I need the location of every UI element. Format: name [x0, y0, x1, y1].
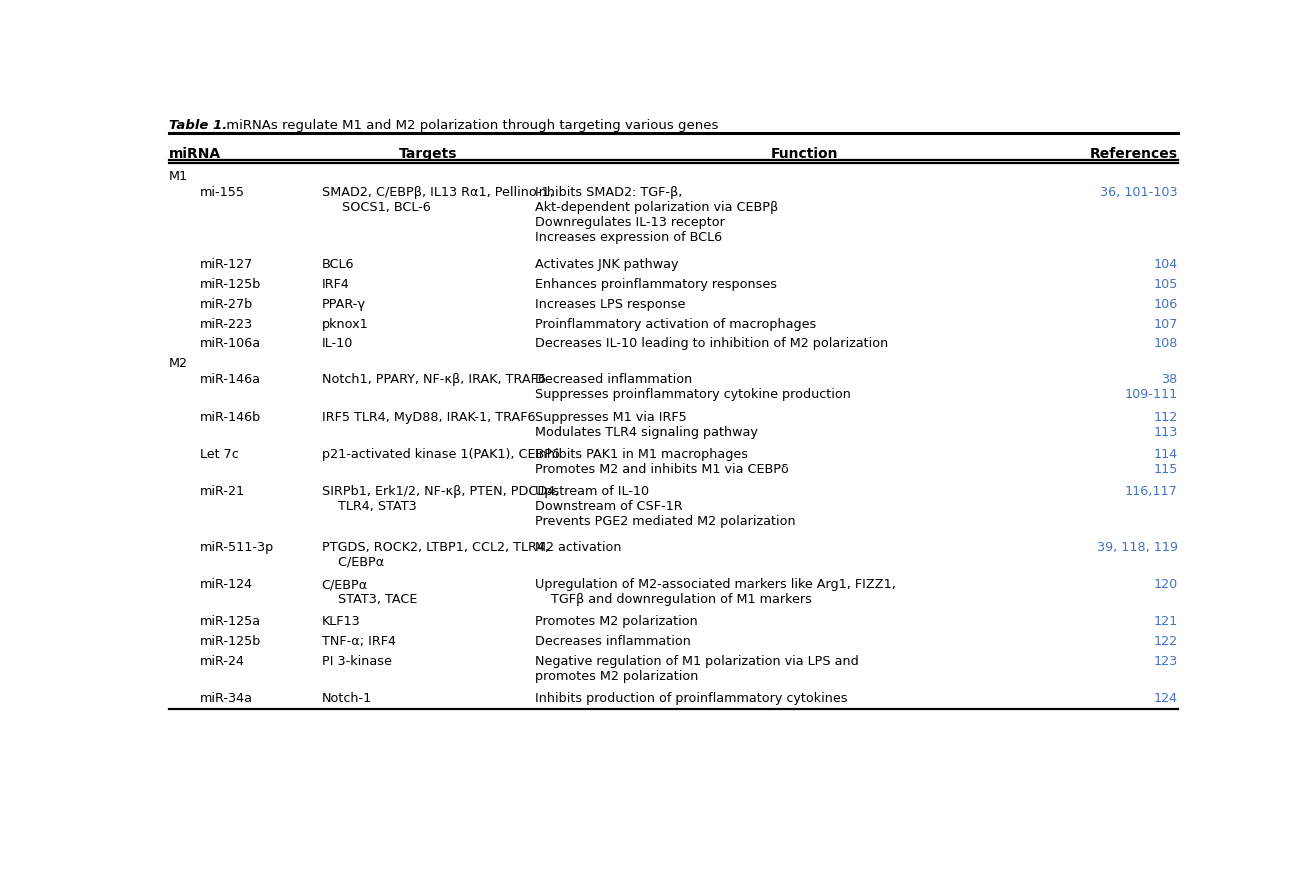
Text: C/EBPα
    STAT3, TACE: C/EBPα STAT3, TACE	[321, 577, 417, 605]
Text: Activates JNK pathway: Activates JNK pathway	[535, 258, 678, 271]
Text: 112
113: 112 113	[1153, 410, 1178, 438]
Text: 108: 108	[1153, 337, 1178, 350]
Text: miR-27b: miR-27b	[199, 297, 253, 310]
Text: 38
109-111: 38 109-111	[1124, 373, 1178, 401]
Text: Function: Function	[771, 147, 838, 161]
Text: Increases LPS response: Increases LPS response	[535, 297, 685, 310]
Text: 107: 107	[1153, 317, 1178, 331]
Text: PTGDS, ROCK2, LTBP1, CCL2, TLR4,
    C/EBPα: PTGDS, ROCK2, LTBP1, CCL2, TLR4, C/EBPα	[321, 540, 548, 568]
Text: miR-146b: miR-146b	[199, 410, 261, 423]
Text: SMAD2, C/EBPβ, IL13 Rα1, Pellino-1,
     SOCS1, BCL-6: SMAD2, C/EBPβ, IL13 Rα1, Pellino-1, SOCS…	[321, 185, 554, 213]
Text: miRNAs regulate M1 and M2 polarization through targeting various genes: miRNAs regulate M1 and M2 polarization t…	[222, 118, 719, 132]
Text: 122: 122	[1153, 634, 1178, 647]
Text: Notch1, PPARY, NF-κβ, IRAK, TRAF6: Notch1, PPARY, NF-κβ, IRAK, TRAF6	[321, 373, 546, 386]
Text: M2: M2	[169, 357, 188, 370]
Text: Inhibits production of proinflammatory cytokines: Inhibits production of proinflammatory c…	[535, 692, 848, 704]
Text: Upstream of IL-10
Downstream of CSF-1R
Prevents PGE2 mediated M2 polarization: Upstream of IL-10 Downstream of CSF-1R P…	[535, 485, 796, 528]
Text: miR-223: miR-223	[199, 317, 253, 331]
Text: M2 activation: M2 activation	[535, 540, 622, 553]
Text: miR-106a: miR-106a	[199, 337, 261, 350]
Text: miR-21: miR-21	[199, 485, 245, 498]
Text: 39, 118, 119: 39, 118, 119	[1097, 540, 1178, 553]
Text: miR-127: miR-127	[199, 258, 253, 271]
Text: References: References	[1090, 147, 1178, 161]
Text: 105: 105	[1153, 278, 1178, 291]
Text: 121: 121	[1153, 615, 1178, 628]
Text: Inhibits PAK1 in M1 macrophages
Promotes M2 and inhibits M1 via CEBPδ: Inhibits PAK1 in M1 macrophages Promotes…	[535, 447, 789, 475]
Text: 123: 123	[1153, 654, 1178, 667]
Text: Inhibits SMAD2: TGF-β,
Akt-dependent polarization via CEBPβ
Downregulates IL-13 : Inhibits SMAD2: TGF-β, Akt-dependent pol…	[535, 185, 778, 243]
Text: Upregulation of M2-associated markers like Arg1, FIZZ1,
    TGFβ and downregulat: Upregulation of M2-associated markers li…	[535, 577, 896, 605]
Text: TNF-α; IRF4: TNF-α; IRF4	[321, 634, 396, 647]
Text: 106: 106	[1153, 297, 1178, 310]
Text: miR-125b: miR-125b	[199, 278, 261, 291]
Text: Notch-1: Notch-1	[321, 692, 371, 704]
Text: PI 3-kinase: PI 3-kinase	[321, 654, 391, 667]
Text: 124: 124	[1153, 692, 1178, 704]
Text: M1: M1	[169, 169, 188, 182]
Text: SIRPb1, Erk1/2, NF-κβ, PTEN, PDCD4,
    TLR4, STAT3: SIRPb1, Erk1/2, NF-κβ, PTEN, PDCD4, TLR4…	[321, 485, 559, 513]
Text: Table 1.: Table 1.	[169, 118, 227, 132]
Text: 116,117: 116,117	[1124, 485, 1178, 498]
Text: mi-155: mi-155	[199, 185, 244, 198]
Text: miR-125b: miR-125b	[199, 634, 261, 647]
Text: miR-146a: miR-146a	[199, 373, 261, 386]
Text: Decreases inflammation: Decreases inflammation	[535, 634, 691, 647]
Text: 114
115: 114 115	[1153, 447, 1178, 475]
Text: IL-10: IL-10	[321, 337, 353, 350]
Text: 36, 101-103: 36, 101-103	[1101, 185, 1178, 198]
Text: BCL6: BCL6	[321, 258, 354, 271]
Text: 104: 104	[1153, 258, 1178, 271]
Text: p21-activated kinase 1(PAK1), CEBPδ: p21-activated kinase 1(PAK1), CEBPδ	[321, 447, 559, 460]
Text: Enhances proinflammatory responses: Enhances proinflammatory responses	[535, 278, 777, 291]
Text: Suppresses M1 via IRF5
Modulates TLR4 signaling pathway: Suppresses M1 via IRF5 Modulates TLR4 si…	[535, 410, 758, 438]
Text: Negative regulation of M1 polarization via LPS and
promotes M2 polarization: Negative regulation of M1 polarization v…	[535, 654, 859, 682]
Text: miRNA: miRNA	[169, 147, 222, 161]
Text: miR-125a: miR-125a	[199, 615, 261, 628]
Text: Promotes M2 polarization: Promotes M2 polarization	[535, 615, 698, 628]
Text: Decreased inflammation
Suppresses proinflammatory cytokine production: Decreased inflammation Suppresses proinf…	[535, 373, 851, 401]
Text: IRF5 TLR4, MyD88, IRAK-1, TRAF6: IRF5 TLR4, MyD88, IRAK-1, TRAF6	[321, 410, 535, 423]
Text: KLF13: KLF13	[321, 615, 361, 628]
Text: 120: 120	[1153, 577, 1178, 590]
Text: IRF4: IRF4	[321, 278, 349, 291]
Text: miR-24: miR-24	[199, 654, 244, 667]
Text: Proinflammatory activation of macrophages: Proinflammatory activation of macrophage…	[535, 317, 816, 331]
Text: PPAR-γ: PPAR-γ	[321, 297, 366, 310]
Text: miR-34a: miR-34a	[199, 692, 253, 704]
Text: miR-511-3p: miR-511-3p	[199, 540, 274, 553]
Text: Let 7c: Let 7c	[199, 447, 239, 460]
Text: Decreases IL-10 leading to inhibition of M2 polarization: Decreases IL-10 leading to inhibition of…	[535, 337, 888, 350]
Text: Targets: Targets	[399, 147, 458, 161]
Text: pknox1: pknox1	[321, 317, 369, 331]
Text: miR-124: miR-124	[199, 577, 253, 590]
